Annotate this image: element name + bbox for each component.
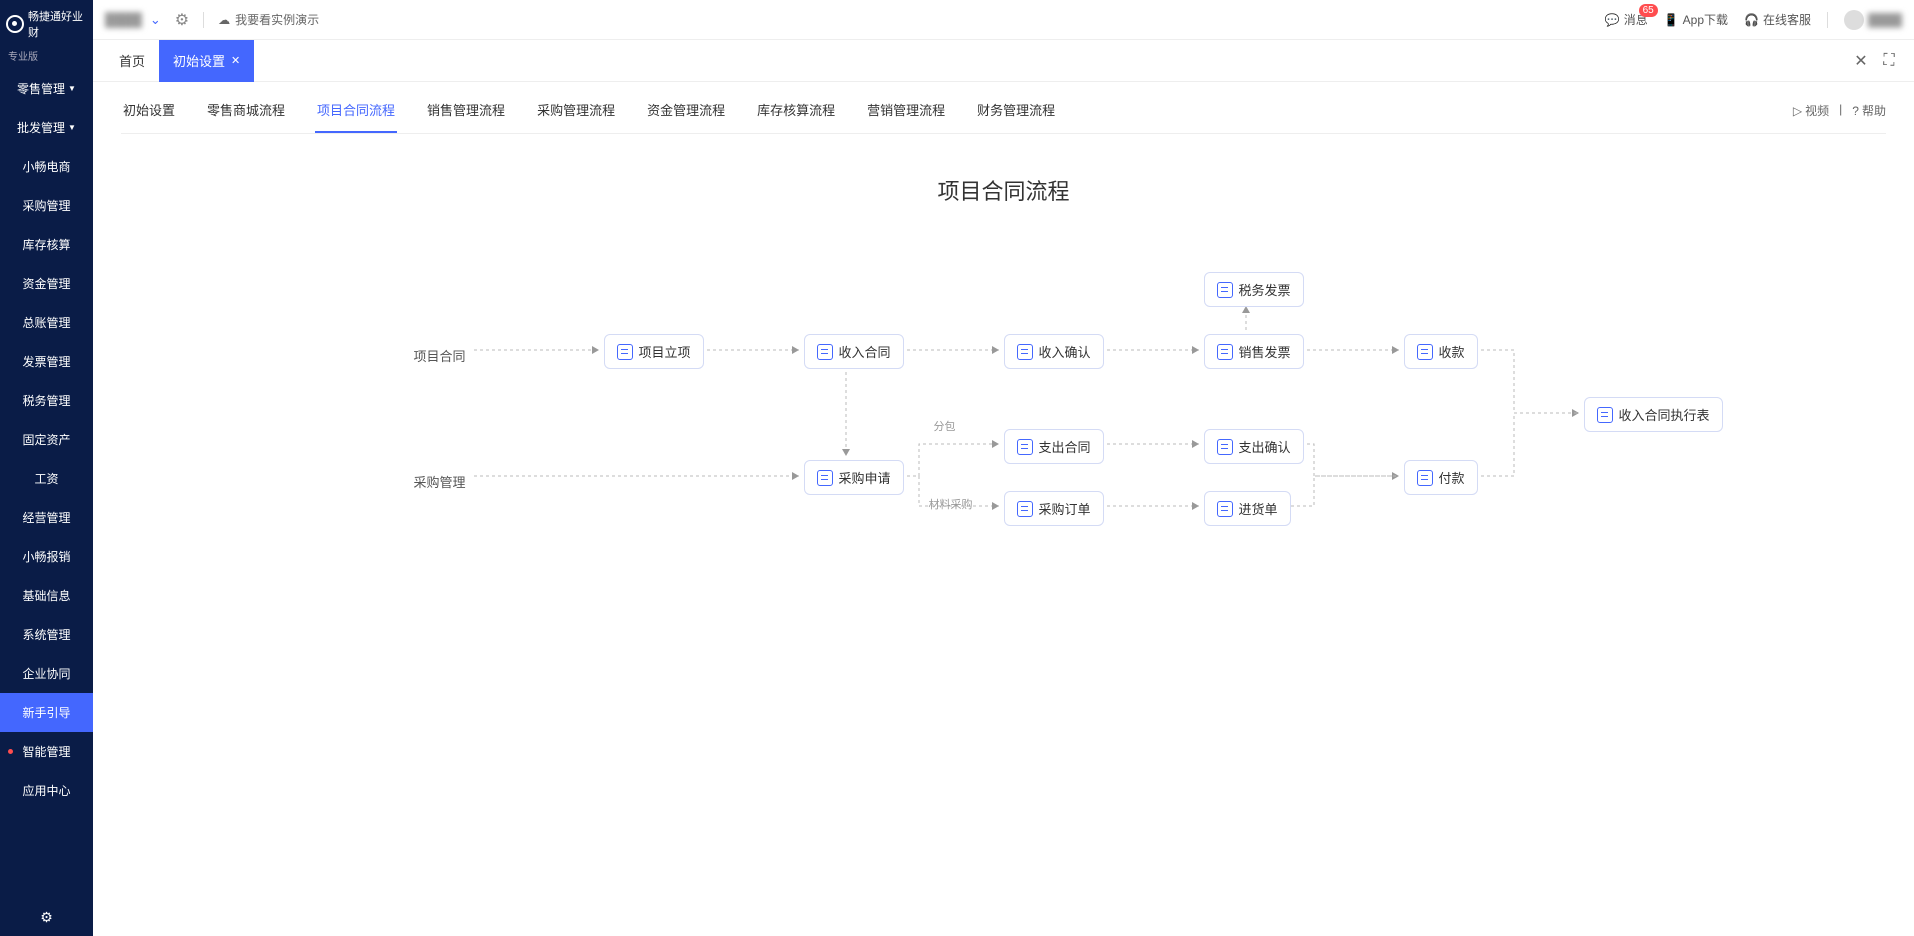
document-icon [1597,407,1613,423]
sidebar-nav: 零售管理▼批发管理▼小畅电商采购管理库存核算资金管理总账管理发票管理税务管理固定… [0,69,93,899]
flow-node[interactable]: 收入确认 [1004,334,1104,369]
document-icon [1217,501,1233,517]
sidebar-item[interactable]: 小畅报销 [0,537,93,576]
sidebar-item[interactable]: 税务管理 [0,381,93,420]
flow-row-label: 采购管理 [414,472,466,491]
video-link[interactable]: ▷ 视频 [1793,102,1829,119]
sidebar-item[interactable]: 采购管理 [0,186,93,225]
sidebar-item[interactable]: 新手引导 [0,693,93,732]
fullscreen-button[interactable]: ⛶ [1876,48,1902,74]
phone-icon: 📱 [1664,13,1679,27]
document-icon [817,470,833,486]
flow-node[interactable]: 采购申请 [804,460,904,495]
document-icon [617,344,633,360]
sidebar-item[interactable]: 应用中心 [0,771,93,810]
help-icon: ? [1852,104,1859,118]
brand-name: 畅捷通好业财 [28,8,87,40]
play-icon: ▷ [1793,104,1802,118]
logo-icon [6,15,24,33]
message-badge: 65 [1639,4,1658,17]
sidebar-item[interactable]: 库存核算 [0,225,93,264]
sidebar-item[interactable]: 工资 [0,459,93,498]
messages-button[interactable]: 💬 消息 65 [1605,11,1648,28]
sidebar-item[interactable]: 小畅电商 [0,147,93,186]
edge-label: 分包 [934,418,956,434]
page-tab[interactable]: 初始设置✕ [159,40,254,82]
flow-node[interactable]: 收入合同执行表 [1584,397,1723,432]
sidebar-item[interactable]: 智能管理 [0,732,93,771]
sidebar-item[interactable]: 系统管理 [0,615,93,654]
flow-node[interactable]: 销售发票 [1204,334,1304,369]
page-tabs: 首页初始设置✕ ✕ ⛶ [93,40,1914,82]
flow-node[interactable]: 付款 [1404,460,1478,495]
user-menu[interactable]: ████ [1844,10,1902,30]
sidebar: 畅捷通好业财 专业版 零售管理▼批发管理▼小畅电商采购管理库存核算资金管理总账管… [0,0,93,936]
sub-tab[interactable]: 采购管理流程 [535,100,617,133]
chevron-down-icon: ⌄ [150,12,161,28]
sub-tab[interactable]: 资金管理流程 [645,100,727,133]
cloud-icon: ☁ [218,13,230,27]
sidebar-item[interactable]: 企业协同 [0,654,93,693]
sidebar-item[interactable]: 经营管理 [0,498,93,537]
sub-tab[interactable]: 营销管理流程 [865,100,947,133]
page-tab[interactable]: 首页 [105,40,159,82]
document-icon [1417,344,1433,360]
flow-node[interactable]: 收入合同 [804,334,904,369]
sidebar-item[interactable]: 基础信息 [0,576,93,615]
support-button[interactable]: 🎧 在线客服 [1744,11,1811,28]
logo: 畅捷通好业财 [0,0,93,48]
sub-tab[interactable]: 库存核算流程 [755,100,837,133]
settings-icon[interactable]: ⚙ [0,899,93,936]
demo-link[interactable]: ☁ 我要看实例演示 [218,11,319,28]
document-icon [817,344,833,360]
sidebar-item[interactable]: 发票管理 [0,342,93,381]
flow-canvas: 项目合同采购管理 项目立项 收入合同 收入确认 销售发票 税务发票收款采购申请 支出合同采购… [314,266,1694,666]
avatar-icon [1844,10,1864,30]
close-tab-button[interactable]: ✕ [1848,48,1874,74]
flow-node[interactable]: 支出合同 [1004,429,1104,464]
org-selector[interactable]: ████ ⌄ [105,12,161,28]
document-icon [1217,282,1233,298]
document-icon [1017,501,1033,517]
sidebar-item[interactable]: 总账管理 [0,303,93,342]
sub-tab[interactable]: 零售商城流程 [205,100,287,133]
flow-node[interactable]: 税务发票 [1204,272,1304,307]
document-icon [1417,470,1433,486]
message-icon: 💬 [1605,13,1620,27]
sub-tab[interactable]: 销售管理流程 [425,100,507,133]
sub-tabs: 初始设置零售商城流程项目合同流程销售管理流程采购管理流程资金管理流程库存核算流程… [121,100,1886,134]
document-icon [1017,344,1033,360]
headset-icon: 🎧 [1744,13,1759,27]
sub-tab[interactable]: 财务管理流程 [975,100,1057,133]
help-link[interactable]: ? 帮助 [1852,102,1886,119]
brand-edition: 专业版 [0,48,93,69]
flow-node[interactable]: 支出确认 [1204,429,1304,464]
document-icon [1017,439,1033,455]
edge-label: 材料采购 [929,496,973,512]
topbar: ████ ⌄ ⚙ ☁ 我要看实例演示 💬 消息 65 📱 App下载 [93,0,1914,40]
document-icon [1217,344,1233,360]
sidebar-item[interactable]: 固定资产 [0,420,93,459]
document-icon [1217,439,1233,455]
flow-row-label: 项目合同 [414,346,466,365]
sub-tab[interactable]: 初始设置 [121,100,177,133]
sidebar-item[interactable]: 资金管理 [0,264,93,303]
app-download-button[interactable]: 📱 App下载 [1664,11,1728,28]
gear-icon[interactable]: ⚙ [175,10,189,30]
sub-tab[interactable]: 项目合同流程 [315,100,397,133]
sidebar-item[interactable]: 零售管理▼ [0,69,93,108]
flow-node[interactable]: 进货单 [1204,491,1291,526]
flow-node[interactable]: 项目立项 [604,334,704,369]
flow-node[interactable]: 收款 [1404,334,1478,369]
sidebar-item[interactable]: 批发管理▼ [0,108,93,147]
flow-title: 项目合同流程 [121,174,1886,206]
close-icon[interactable]: ✕ [231,54,240,67]
flow-node[interactable]: 采购订单 [1004,491,1104,526]
